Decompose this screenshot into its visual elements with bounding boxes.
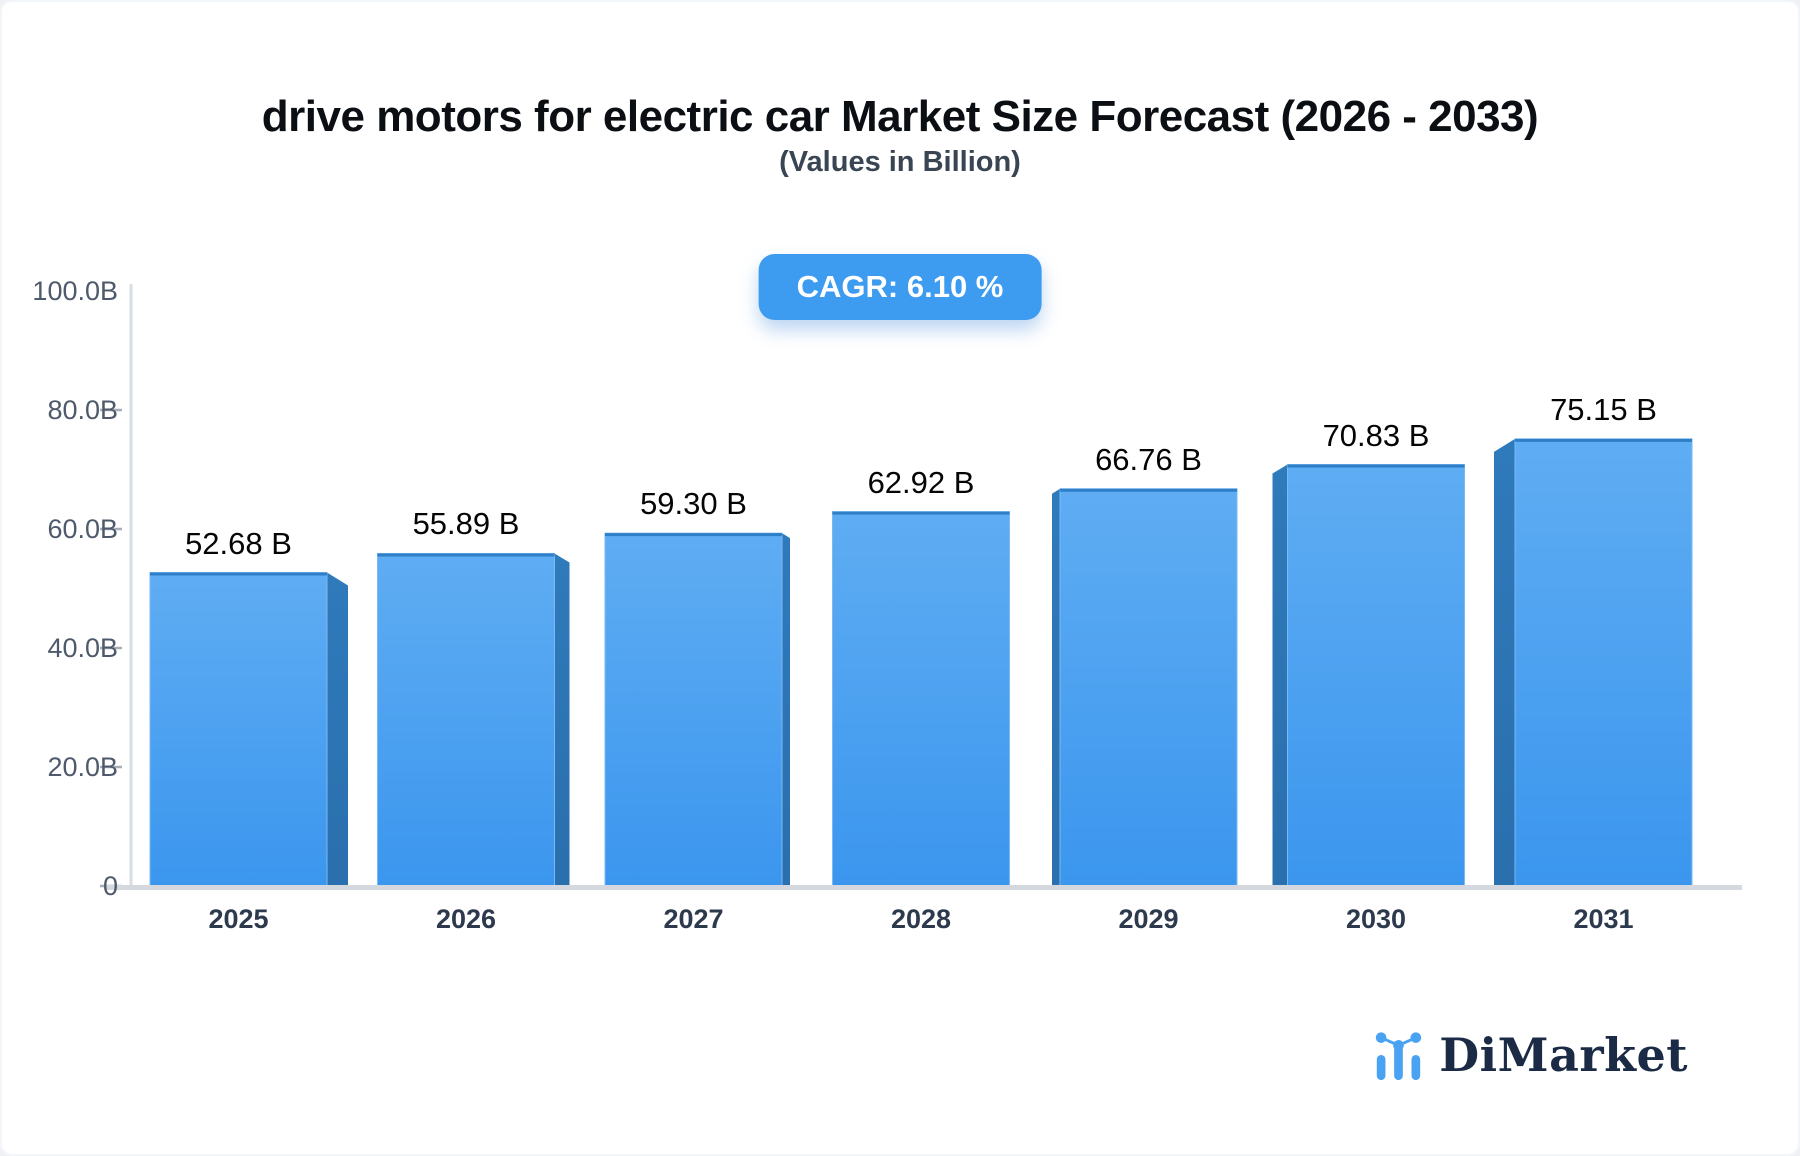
x-axis-year-label: 2026 — [435, 904, 497, 934]
bar-value-label: 66.76 B — [1095, 441, 1202, 477]
bar-side-face — [1494, 438, 1515, 886]
x-axis-year-label: 2030 — [1345, 904, 1407, 934]
chart-subtitle: (Values in Billion) — [779, 146, 1021, 178]
y-tick-label: 0 — [102, 871, 118, 901]
bar-value-label: 59.30 B — [640, 486, 747, 522]
bar-value-label: 62.92 B — [867, 464, 975, 500]
mini-bar-chart-icon — [1376, 1032, 1422, 1081]
x-axis-year-label: 2025 — [208, 904, 269, 934]
chart-title: drive motors for electric car Market Siz… — [261, 92, 1539, 141]
brand-logo-text: DiMarket — [1439, 1028, 1688, 1082]
bar-side-face — [782, 533, 790, 886]
bar — [149, 572, 328, 887]
bar-side-face — [327, 572, 348, 886]
x-axis-year-label: 2028 — [890, 904, 952, 934]
bar-value-label: 70.83 B — [1322, 417, 1430, 453]
bar-value-label: 55.89 B — [412, 506, 520, 542]
brand-logo: DiMarket — [1371, 1028, 1688, 1082]
y-tick-label: 80.0B — [47, 395, 118, 425]
bar-value-label: 75.15 B — [1550, 391, 1657, 427]
bar — [1059, 488, 1238, 887]
x-axis-year-label: 2029 — [1118, 904, 1179, 934]
y-tick-label: 100.0B — [32, 276, 118, 306]
y-tick-label: 20.0B — [47, 752, 118, 782]
y-tick-label: 60.0B — [47, 514, 118, 544]
y-tick-label: 40.0B — [47, 633, 118, 663]
bar — [1287, 464, 1465, 887]
bar — [604, 532, 783, 887]
x-axis-year-label: 2031 — [1573, 904, 1634, 934]
bar — [1514, 438, 1693, 887]
bar — [832, 511, 1010, 887]
bar — [377, 552, 555, 887]
bar-side-face — [554, 553, 570, 886]
bar-side-face — [1272, 464, 1288, 886]
bar-side-face — [1052, 488, 1060, 886]
cagr-badge: CAGR: 6.10 % — [758, 254, 1042, 320]
x-axis-year-label: 2027 — [663, 904, 724, 934]
bar-value-label: 52.68 B — [185, 525, 292, 561]
